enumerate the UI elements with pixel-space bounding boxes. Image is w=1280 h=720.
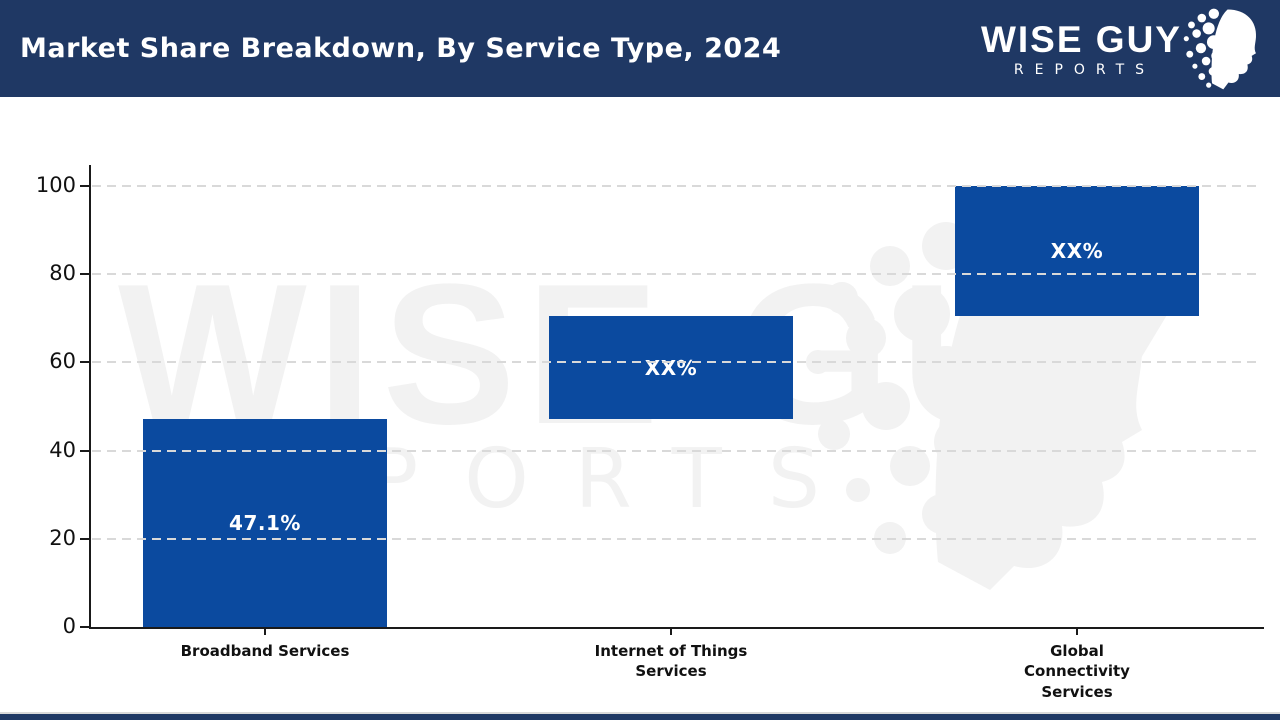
gridline-y-80 (92, 273, 1262, 276)
x-axis-spine (89, 627, 1264, 629)
x-tick-mark (1076, 629, 1078, 635)
bar-value-label: XX% (644, 355, 698, 380)
bar-value-label: 47.1% (229, 511, 301, 535)
y-tick-label: 0 (62, 614, 76, 638)
wise-guy-logo: WISE GUY REPORTS (981, 6, 1262, 92)
chart-title: Market Share Breakdown, By Service Type,… (20, 33, 782, 64)
y-tick-mark (80, 449, 89, 452)
logo-wordmark: WISE GUY (980, 18, 1182, 60)
y-tick-mark (80, 626, 89, 628)
category-label: Global Connectivity Services (1024, 642, 1130, 701)
category-label: Broadband Services (180, 642, 350, 660)
y-tick-label: 40 (49, 437, 76, 462)
gridline-y-100 (92, 185, 1262, 187)
y-tick-label: 80 (49, 261, 76, 286)
y-tick-label: 60 (49, 349, 76, 374)
y-tick-mark (80, 185, 89, 187)
bar-segment-3: XX% (955, 186, 1199, 316)
category-label: Internet of Things Services (594, 642, 748, 681)
logo-text: WISE GUY REPORTS (981, 21, 1182, 77)
logo-subtitle: REPORTS (1013, 61, 1156, 78)
x-tick-mark (670, 629, 672, 635)
bar-segment-2: XX% (549, 316, 793, 419)
y-axis-spine (89, 165, 91, 629)
bar-segment-1: 47.1% (143, 419, 387, 627)
y-tick-mark (80, 361, 89, 364)
gridline-y-20 (92, 537, 1262, 540)
gridline-y-40 (92, 449, 1262, 452)
footer-band (0, 712, 1280, 720)
y-tick-label: 100 (35, 173, 76, 197)
gridline-y-60 (92, 361, 1262, 364)
bar-value-label: XX% (1050, 239, 1104, 263)
logo-face-icon (1183, 8, 1257, 89)
header-band: Market Share Breakdown, By Service Type,… (0, 0, 1280, 97)
y-tick-mark (80, 273, 89, 276)
y-tick-label: 20 (49, 525, 76, 550)
y-tick-mark (80, 537, 89, 540)
x-tick-mark (264, 629, 266, 635)
